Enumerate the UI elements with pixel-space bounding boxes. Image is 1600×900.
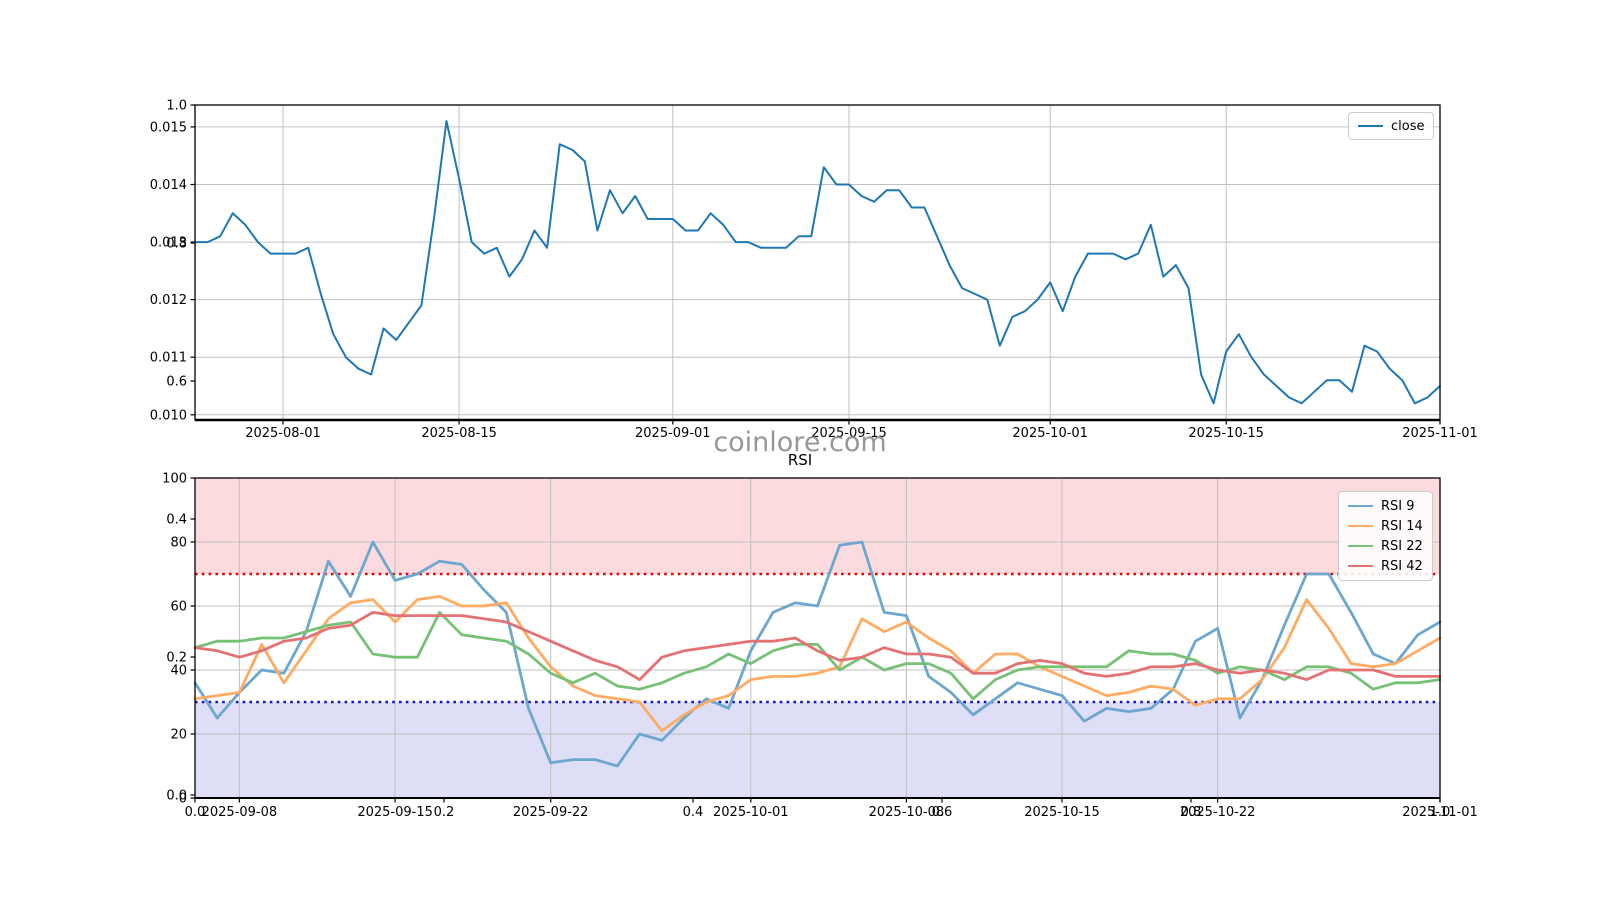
svg-text:0.015: 0.015 [150, 120, 187, 135]
overlay-axis-labels: 1.0 0.8 0.6 0.4 0.2 0.00.0 0.2 0.4 0.6 0.8 1.0 [166, 99, 1450, 821]
svg-text:100: 100 [162, 472, 187, 487]
legend-row-close: close [1358, 116, 1424, 136]
tick-labels: 2025-09-08 2025-09-15 2025-09-22 2025-10-01… [162, 472, 1478, 821]
svg-text:2025-09-22: 2025-09-22 [513, 805, 589, 820]
svg-text:0.8: 0.8 [1181, 805, 1202, 820]
rsi-band [195, 478, 1440, 574]
svg-text:2025-10-01: 2025-10-01 [713, 805, 789, 820]
svg-text:2025-08-01: 2025-08-01 [245, 426, 321, 441]
svg-text:0.0: 0.0 [166, 789, 187, 804]
svg-text:2025-11-01: 2025-11-01 [1402, 805, 1478, 820]
legend-label-rsi-14: RSI 14 [1381, 518, 1423, 534]
svg-text:80: 80 [170, 536, 187, 551]
svg-text:0.0: 0.0 [185, 805, 206, 820]
legend-label-rsi-9: RSI 9 [1381, 498, 1415, 514]
series-line-rsi-22 [193, 611, 1442, 701]
legend-row-rsi-9: RSI 9 [1348, 496, 1423, 516]
legend-row-rsi-14: RSI 14 [1348, 516, 1423, 536]
svg-text:2025-10-15: 2025-10-15 [1024, 805, 1100, 820]
svg-text:2025-10-08: 2025-10-08 [869, 805, 945, 820]
svg-text:0.6: 0.6 [932, 805, 953, 820]
svg-text:2025-10-15: 2025-10-15 [1188, 426, 1264, 441]
svg-text:0.4: 0.4 [683, 805, 704, 820]
series-line-rsi-9 [193, 540, 1442, 768]
svg-text:1.0: 1.0 [1430, 805, 1451, 820]
svg-text:2025-09-01: 2025-09-01 [635, 426, 711, 441]
legend-label-rsi-42: RSI 42 [1381, 558, 1423, 574]
svg-text:1.0: 1.0 [166, 99, 187, 114]
svg-text:40: 40 [170, 664, 187, 679]
series-line-close [194, 120, 1441, 405]
svg-text:0: 0 [179, 792, 187, 807]
svg-text:0.2: 0.2 [434, 805, 455, 820]
svg-text:0.012: 0.012 [150, 293, 187, 308]
svg-text:0.013: 0.013 [150, 236, 187, 251]
svg-text:2025-09-08: 2025-09-08 [202, 805, 278, 820]
svg-text:2025-08-15: 2025-08-15 [421, 426, 497, 441]
rsi-chart-title: RSI [787, 451, 813, 469]
svg-text:0.4: 0.4 [166, 513, 187, 528]
legend-row-rsi-42: RSI 42 [1348, 556, 1423, 576]
legend-label-rsi-22: RSI 22 [1381, 538, 1423, 554]
svg-text:60: 60 [170, 600, 187, 615]
svg-text:20: 20 [170, 728, 187, 743]
legend-row-rsi-22: RSI 22 [1348, 536, 1423, 556]
rsi-42-line-swatch [1348, 565, 1373, 567]
tick-labels: 2025-08-01 2025-08-15 2025-09-01 2025-09-15… [150, 120, 1478, 441]
svg-text:0.6: 0.6 [166, 375, 187, 390]
svg-text:2025-09-15: 2025-09-15 [811, 426, 887, 441]
series-line-rsi-42 [193, 611, 1442, 681]
svg-text:0.2: 0.2 [166, 651, 187, 666]
rsi-9-line-swatch [1348, 505, 1373, 507]
svg-text:2025-10-22: 2025-10-22 [1180, 805, 1256, 820]
svg-text:2025-11-01: 2025-11-01 [1402, 426, 1478, 441]
rsi-22-line-swatch [1348, 545, 1373, 547]
rsi-legend: RSI 9 RSI 14 RSI 22 RSI 42 [1338, 491, 1433, 581]
close-line-swatch [1358, 125, 1383, 127]
price-legend: close [1348, 112, 1435, 140]
rsi-14-line-swatch [1348, 525, 1373, 527]
axes-spines [194, 104, 1441, 421]
svg-text:2025-10-01: 2025-10-01 [1012, 426, 1088, 441]
svg-text:0.011: 0.011 [150, 351, 187, 366]
svg-text:2025-09-15: 2025-09-15 [357, 805, 433, 820]
legend-label-close: close [1391, 118, 1425, 134]
svg-text:0.010: 0.010 [150, 408, 187, 423]
rsi-band [195, 702, 1440, 798]
gridlines [195, 105, 1441, 420]
svg-text:0.8: 0.8 [166, 237, 187, 252]
watermark: coinlore.com [713, 427, 887, 458]
svg-text:0.014: 0.014 [150, 178, 187, 193]
